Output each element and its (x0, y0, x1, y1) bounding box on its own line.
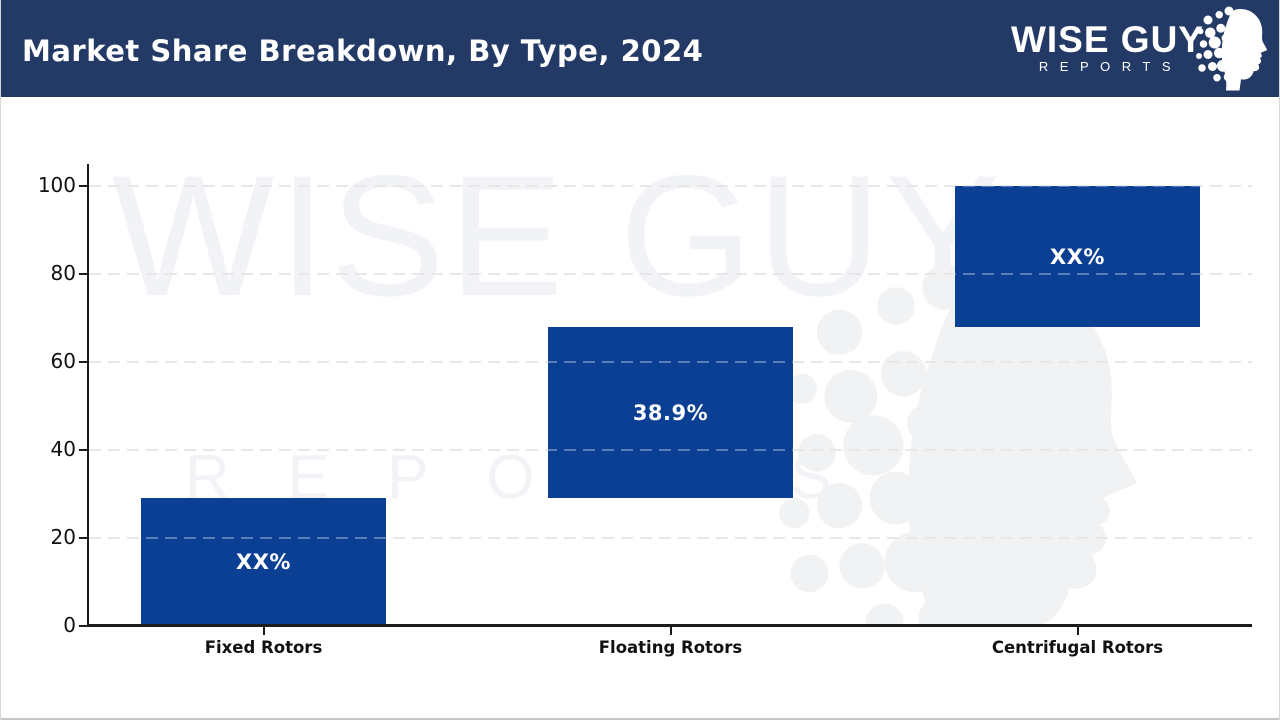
y-axis-line (87, 164, 89, 624)
y-tick-label-100: 100 (37, 173, 76, 197)
x-tick-mark-0 (262, 627, 265, 635)
y-tick-mark-60 (79, 361, 87, 363)
bar-value-label: 38.9% (632, 400, 709, 425)
page-title: Market Share Breakdown, By Type, 2024 (22, 34, 704, 68)
y-tick-mark-0 (79, 625, 87, 627)
brand-logo: WISE GUY REPORTS (1010, 0, 1272, 97)
bar-fixed-rotors: XX% (141, 498, 386, 626)
x-category-label-floating-rotors: Floating Rotors (598, 638, 743, 657)
x-category-label-fixed-rotors: Fixed Rotors (204, 638, 323, 657)
x-tick-mark-2 (1076, 627, 1079, 635)
x-tick-mark-1 (669, 627, 672, 635)
brand-name: WISE GUY (1010, 19, 1204, 60)
bar-value-label: XX% (236, 550, 291, 575)
gridline-overlay-40 (89, 449, 1252, 451)
gridline-overlay-100 (89, 185, 1252, 187)
bar-centrifugal-rotors: XX% (955, 186, 1200, 328)
y-tick-label-80: 80 (50, 261, 76, 285)
bottom-edge-line (0, 718, 1280, 720)
gridline-100 (89, 185, 1252, 187)
header-bar: Market Share Breakdown, By Type, 2024 WI… (0, 0, 1280, 97)
y-tick-label-60: 60 (50, 349, 76, 373)
brand-subtitle: REPORTS (1038, 59, 1183, 74)
y-tick-label-40: 40 (50, 437, 76, 461)
y-tick-mark-80 (79, 273, 87, 275)
x-axis-line (87, 624, 1252, 627)
gridline-overlay-80 (89, 273, 1252, 275)
gridline-80 (89, 273, 1252, 275)
dotted-face-icon (1196, 6, 1268, 91)
gridline-20 (89, 537, 1252, 539)
y-tick-label-0: 0 (63, 613, 76, 637)
y-tick-label-20: 20 (50, 525, 76, 549)
chart-area: WISE GUY REPORTS XX% 38.9% XX% Fixed Rot… (0, 97, 1280, 720)
watermark-brand-text: WISE GUY (112, 140, 1005, 332)
bar-floating-rotors: 38.9% (548, 327, 793, 499)
bar-value-label: XX% (1050, 244, 1105, 269)
y-tick-mark-40 (79, 449, 87, 451)
y-tick-mark-20 (79, 537, 87, 539)
y-tick-mark-100 (79, 185, 87, 187)
brand-logo-text: WISE GUY REPORTS (1010, 19, 1204, 74)
gridline-overlay-20 (89, 537, 1252, 539)
x-category-label-centrifugal-rotors: Centrifugal Rotors (991, 638, 1164, 657)
gridline-overlay-60 (89, 361, 1252, 363)
